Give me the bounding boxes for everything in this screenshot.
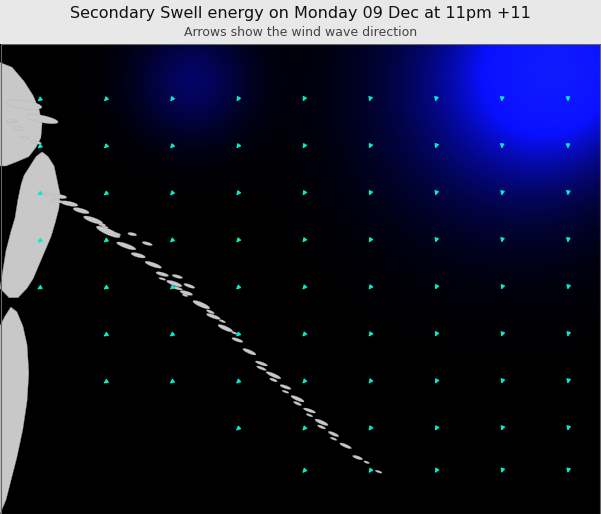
Ellipse shape [266, 372, 281, 379]
Ellipse shape [156, 272, 168, 277]
Ellipse shape [353, 455, 362, 460]
Ellipse shape [375, 470, 382, 473]
Ellipse shape [6, 100, 42, 109]
Ellipse shape [317, 425, 326, 429]
Ellipse shape [44, 193, 52, 195]
Ellipse shape [364, 461, 370, 464]
Ellipse shape [60, 201, 78, 206]
Ellipse shape [282, 390, 289, 393]
Text: Arrows show the wind wave direction: Arrows show the wind wave direction [184, 26, 417, 39]
Ellipse shape [128, 232, 136, 236]
Ellipse shape [255, 361, 267, 366]
Ellipse shape [12, 126, 24, 130]
Ellipse shape [166, 280, 182, 287]
Ellipse shape [51, 199, 63, 203]
Ellipse shape [114, 233, 121, 235]
Ellipse shape [7, 120, 17, 123]
Ellipse shape [99, 224, 106, 226]
Ellipse shape [84, 216, 103, 224]
Ellipse shape [232, 338, 243, 342]
Ellipse shape [26, 114, 58, 124]
Ellipse shape [172, 274, 183, 279]
Ellipse shape [53, 194, 67, 198]
Ellipse shape [293, 401, 302, 406]
Ellipse shape [117, 242, 136, 250]
Ellipse shape [280, 384, 291, 390]
Ellipse shape [218, 324, 233, 332]
Text: Secondary Swell energy on Monday 09 Dec at 11pm +11: Secondary Swell energy on Monday 09 Dec … [70, 6, 531, 21]
Ellipse shape [328, 431, 339, 437]
Ellipse shape [270, 378, 277, 382]
Ellipse shape [20, 136, 28, 139]
Ellipse shape [142, 242, 153, 246]
Ellipse shape [331, 437, 337, 440]
Ellipse shape [304, 408, 316, 413]
Ellipse shape [73, 208, 89, 214]
Ellipse shape [307, 414, 313, 417]
Ellipse shape [159, 278, 166, 280]
Ellipse shape [207, 314, 220, 319]
Ellipse shape [96, 226, 120, 237]
Ellipse shape [206, 310, 215, 314]
Polygon shape [0, 307, 29, 514]
Ellipse shape [231, 332, 237, 334]
Ellipse shape [172, 286, 183, 290]
Ellipse shape [219, 320, 225, 323]
Ellipse shape [31, 141, 41, 144]
Ellipse shape [257, 366, 266, 371]
Ellipse shape [184, 284, 195, 288]
Ellipse shape [145, 261, 162, 268]
Ellipse shape [193, 301, 210, 309]
Ellipse shape [243, 348, 256, 355]
Ellipse shape [315, 419, 328, 426]
Ellipse shape [291, 395, 304, 402]
Polygon shape [0, 152, 60, 298]
Ellipse shape [340, 443, 352, 449]
Polygon shape [0, 63, 42, 166]
Ellipse shape [131, 253, 145, 258]
Ellipse shape [182, 294, 188, 297]
Ellipse shape [102, 226, 108, 228]
Ellipse shape [180, 290, 192, 296]
